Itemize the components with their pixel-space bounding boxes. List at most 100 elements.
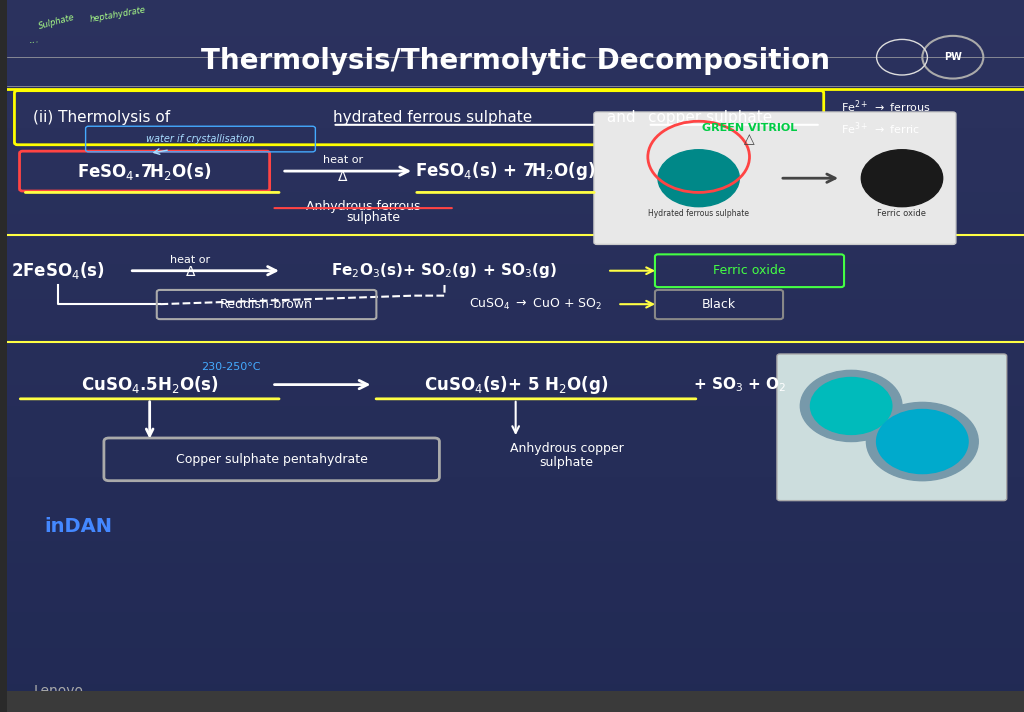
Text: CuSO$_4$.5H$_2$O(s): CuSO$_4$.5H$_2$O(s)	[81, 374, 218, 395]
Bar	[7, 655, 1024, 662]
Bar	[7, 377, 1024, 384]
Bar	[7, 342, 1024, 349]
Bar	[7, 470, 1024, 477]
Bar	[7, 562, 1024, 570]
Text: Anhydrous copper: Anhydrous copper	[510, 442, 624, 455]
Bar	[7, 185, 1024, 192]
Circle shape	[658, 150, 739, 206]
Bar	[7, 36, 1024, 43]
Text: inDAN: inDAN	[44, 518, 113, 536]
Bar	[7, 164, 1024, 171]
Bar	[7, 278, 1024, 285]
Bar	[7, 121, 1024, 128]
Bar	[7, 292, 1024, 299]
FancyBboxPatch shape	[777, 354, 1007, 501]
Bar	[7, 221, 1024, 228]
Text: Lenovo: Lenovo	[33, 684, 83, 698]
Text: Ferric oxide: Ferric oxide	[878, 209, 927, 219]
Bar	[7, 577, 1024, 584]
Text: Reddish-brown: Reddish-brown	[220, 298, 313, 310]
Bar	[7, 78, 1024, 85]
Bar	[7, 299, 1024, 306]
Bar	[0, 0, 7, 712]
Bar	[7, 527, 1024, 534]
Text: and: and	[602, 110, 641, 125]
Bar	[7, 263, 1024, 271]
Bar	[7, 591, 1024, 598]
Text: Fe$^{3+}$ $\rightarrow$ ferric: Fe$^{3+}$ $\rightarrow$ ferric	[841, 120, 921, 137]
Bar	[7, 14, 1024, 21]
Circle shape	[866, 402, 978, 481]
Bar	[7, 0, 1024, 7]
Bar	[7, 85, 1024, 93]
Text: sulphate: sulphate	[346, 211, 400, 224]
Text: ...: ...	[28, 34, 39, 45]
Bar	[7, 384, 1024, 392]
Text: GREEN VITRIOL: GREEN VITRIOL	[701, 123, 797, 133]
Bar	[7, 285, 1024, 292]
Bar	[7, 142, 1024, 150]
Bar	[7, 584, 1024, 591]
Bar	[7, 235, 1024, 242]
Bar	[7, 427, 1024, 434]
Bar	[7, 441, 1024, 449]
Text: Anhydrous ferrous: Anhydrous ferrous	[306, 200, 421, 213]
Text: water if crystallisation: water if crystallisation	[146, 134, 255, 144]
Bar	[7, 178, 1024, 185]
Text: Sulphate: Sulphate	[38, 12, 76, 31]
Bar	[7, 491, 1024, 498]
Bar	[7, 356, 1024, 363]
Bar	[7, 114, 1024, 121]
Bar	[7, 598, 1024, 605]
Bar	[7, 506, 1024, 513]
Bar	[7, 320, 1024, 328]
Bar	[7, 669, 1024, 676]
FancyBboxPatch shape	[7, 0, 1024, 712]
Bar	[7, 157, 1024, 164]
Text: copper sulphate: copper sulphate	[648, 110, 772, 125]
Bar	[7, 605, 1024, 612]
Bar	[7, 242, 1024, 249]
Bar	[7, 363, 1024, 370]
Bar	[7, 306, 1024, 313]
Text: CuSO$_4$(s)+ 5 H$_2$O(g): CuSO$_4$(s)+ 5 H$_2$O(g)	[424, 374, 607, 396]
Bar	[7, 534, 1024, 541]
Bar	[7, 100, 1024, 107]
Text: sulphate: sulphate	[540, 456, 594, 469]
Bar	[7, 228, 1024, 235]
Circle shape	[801, 370, 902, 441]
Text: CuSO$_4$ $\rightarrow$ CuO + SO$_2$: CuSO$_4$ $\rightarrow$ CuO + SO$_2$	[469, 297, 602, 312]
Bar	[7, 520, 1024, 527]
Text: Fe$_2$O$_3$(s)+ SO$_2$(g) + SO$_3$(g): Fe$_2$O$_3$(s)+ SO$_2$(g) + SO$_3$(g)	[332, 261, 557, 281]
Bar	[7, 370, 1024, 377]
Bar	[7, 705, 1024, 712]
Bar	[7, 648, 1024, 655]
Circle shape	[811, 377, 892, 434]
Bar	[7, 328, 1024, 335]
Bar	[7, 477, 1024, 484]
Bar	[7, 50, 1024, 57]
Bar	[7, 662, 1024, 669]
Bar	[7, 456, 1024, 463]
Bar	[7, 199, 1024, 206]
Text: Δ: Δ	[338, 169, 347, 184]
Bar	[7, 434, 1024, 441]
Bar	[7, 93, 1024, 100]
Text: hydrated ferrous sulphate: hydrated ferrous sulphate	[333, 110, 531, 125]
Text: FeSO$_4$.7H$_2$O(s): FeSO$_4$.7H$_2$O(s)	[78, 161, 212, 182]
Text: heat or: heat or	[170, 255, 210, 265]
Bar	[7, 641, 1024, 648]
Text: PW: PW	[944, 52, 962, 62]
Bar	[7, 513, 1024, 520]
Bar	[7, 698, 1024, 705]
Circle shape	[861, 150, 943, 206]
Bar	[7, 449, 1024, 456]
Bar	[7, 634, 1024, 641]
Bar	[7, 256, 1024, 263]
FancyBboxPatch shape	[594, 112, 955, 244]
Bar	[7, 150, 1024, 157]
Bar	[7, 206, 1024, 214]
Text: (ii) Thermolysis of: (ii) Thermolysis of	[33, 110, 179, 125]
Bar	[7, 627, 1024, 634]
Bar	[7, 691, 1024, 698]
